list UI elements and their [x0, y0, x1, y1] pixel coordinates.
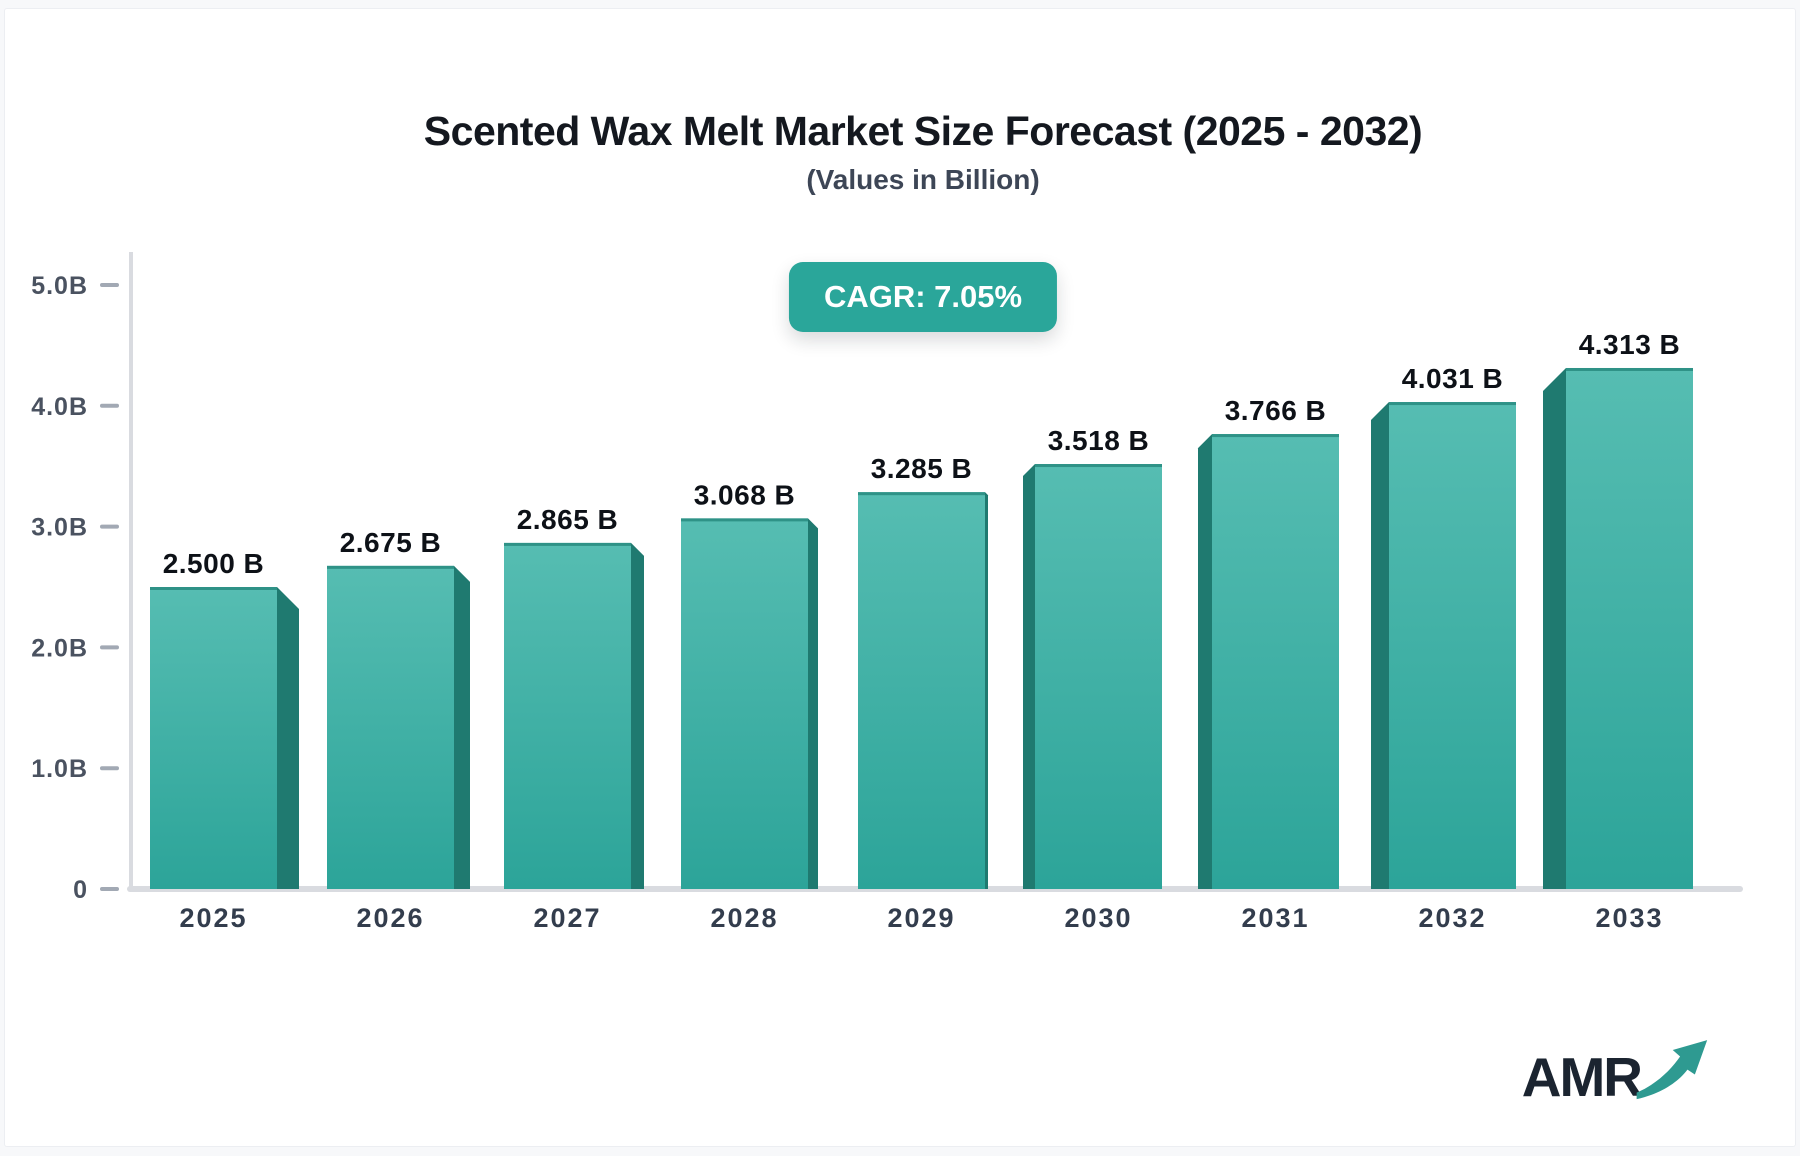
y-tick-dash: [100, 524, 119, 529]
y-axis-label: 4.0B: [31, 393, 88, 421]
x-axis-label: 2033: [1595, 903, 1663, 933]
x-axis-label: 2028: [710, 903, 778, 933]
y-tick-dash: [100, 403, 119, 408]
bar-2031: [1212, 434, 1339, 889]
bar-side-2031: [1198, 434, 1212, 889]
x-axis-label: 2026: [356, 903, 424, 933]
bar-value-label: 4.031 B: [1402, 363, 1504, 394]
bar-2027: [504, 542, 631, 889]
bar-side-2026: [454, 565, 470, 889]
bar-top-edge-2031: [1212, 434, 1339, 438]
chart-title: Scented Wax Melt Market Size Forecast (2…: [423, 108, 1423, 154]
y-tick-dash: [100, 766, 119, 771]
bar-side-2025: [277, 587, 299, 889]
bar-top-edge-2032: [1389, 402, 1516, 406]
x-axis-label: 2027: [533, 903, 601, 933]
bar-value-label: 3.766 B: [1225, 395, 1327, 426]
bar-side-2030: [1023, 464, 1035, 889]
bar-2029: [858, 492, 985, 889]
bar-2025: [150, 587, 277, 889]
y-tick-dash: [100, 887, 119, 891]
y-axis-line: [129, 252, 133, 889]
bar-value-label: 3.285 B: [871, 453, 973, 484]
y-tick-dash: [100, 283, 119, 287]
bar-value-label: 3.518 B: [1048, 425, 1150, 456]
bar-top-edge-2025: [150, 587, 277, 590]
bar-top-edge-2028: [681, 518, 808, 522]
bar-value-label: 3.068 B: [694, 479, 796, 510]
bar-side-2033: [1543, 367, 1566, 889]
y-axis-label: 5.0B: [31, 272, 88, 300]
x-axis-label: 2032: [1418, 903, 1486, 933]
bar-2030: [1035, 464, 1162, 889]
bar-side-2028: [808, 518, 818, 889]
bar-top-edge-2026: [327, 565, 454, 569]
x-axis-label: 2030: [1064, 903, 1132, 933]
bar-value-label: 2.675 B: [340, 527, 442, 558]
bar-value-label: 2.865 B: [517, 504, 619, 535]
amr-logo-text: AMR: [1521, 1045, 1643, 1108]
bar-side-2029: [985, 492, 988, 889]
bar-2028: [681, 518, 808, 889]
cagr-badge: CAGR: 7.05%: [788, 262, 1058, 332]
bar-side-2027: [631, 542, 644, 889]
bar-top-edge-2027: [504, 542, 631, 546]
bar-2026: [327, 565, 454, 889]
chart-subtitle: (Values in Billion): [806, 164, 1040, 195]
amr-logo-arrow-icon: [1636, 1040, 1708, 1100]
y-tick-dash: [100, 645, 119, 650]
bar-2032: [1389, 402, 1516, 889]
bar-top-edge-2030: [1035, 464, 1162, 468]
y-axis-label: 0: [73, 876, 88, 904]
x-axis-label: 2029: [887, 903, 955, 933]
bar-2033: [1566, 367, 1693, 889]
x-axis-label: 2031: [1241, 903, 1309, 933]
amr-logo: AMR: [1521, 1032, 1717, 1108]
y-axis-label: 2.0B: [31, 634, 88, 662]
y-axis-label: 3.0B: [31, 514, 88, 542]
bar-top-edge-2033: [1566, 367, 1693, 371]
bar-side-2032: [1371, 402, 1389, 889]
bar-value-label: 2.500 B: [163, 548, 265, 579]
y-axis-label: 1.0B: [31, 755, 88, 783]
bar-top-edge-2029: [858, 492, 985, 496]
bar-value-label: 4.313 B: [1579, 329, 1681, 360]
x-axis-label: 2025: [179, 903, 247, 933]
